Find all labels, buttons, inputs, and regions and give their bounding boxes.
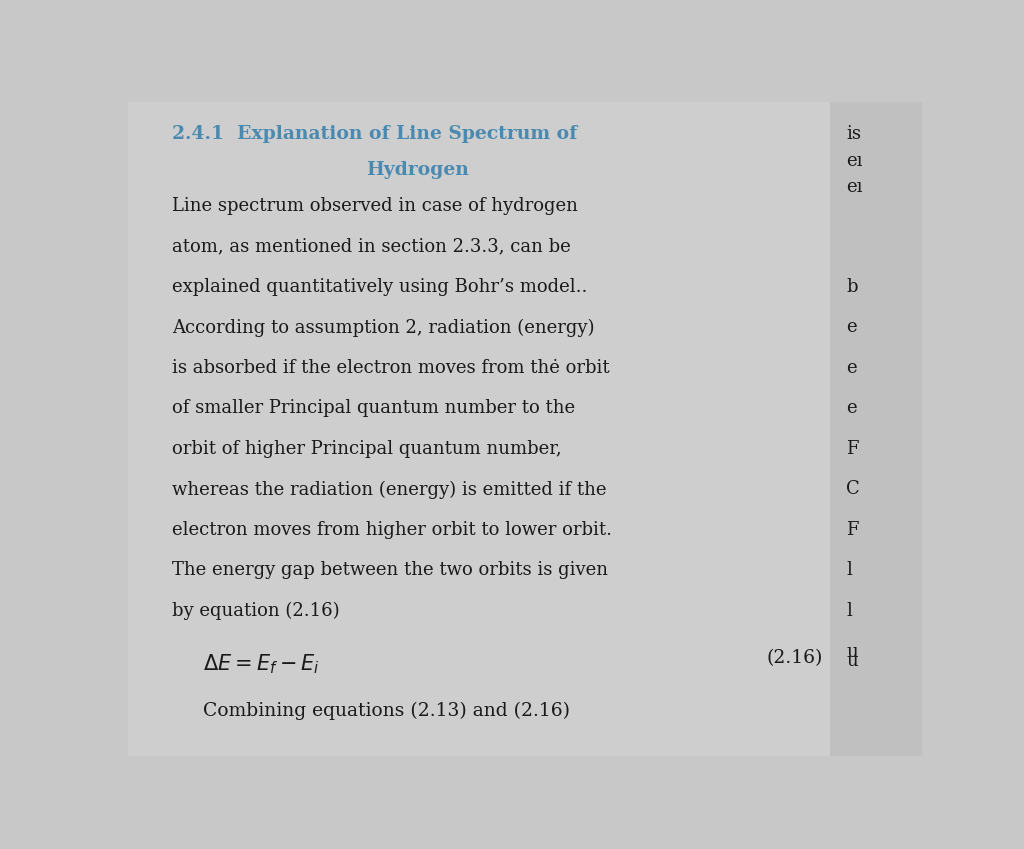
Text: eı: eı — [846, 178, 862, 196]
Text: is absorbed if the electron moves from thė orbit: is absorbed if the electron moves from t… — [172, 359, 609, 377]
Text: According to assumption 2, radiation (energy): According to assumption 2, radiation (en… — [172, 318, 594, 336]
Text: l: l — [846, 602, 852, 620]
Text: C: C — [846, 481, 860, 498]
Text: e: e — [846, 359, 857, 377]
Text: Hydrogen: Hydrogen — [367, 160, 469, 179]
Text: Line spectrum observed in case of hydrogen: Line spectrum observed in case of hydrog… — [172, 197, 578, 215]
Text: u: u — [846, 652, 858, 671]
FancyBboxPatch shape — [128, 102, 830, 756]
Text: by equation (2.16): by equation (2.16) — [172, 602, 339, 621]
Text: F: F — [846, 521, 859, 539]
Text: whereas the radiation (energy) is emitted if the: whereas the radiation (energy) is emitte… — [172, 481, 606, 498]
Text: electron moves from higher orbit to lower orbit.: electron moves from higher orbit to lowe… — [172, 521, 611, 539]
Text: u: u — [846, 643, 858, 661]
Text: orbit of higher Principal quantum number,: orbit of higher Principal quantum number… — [172, 440, 561, 458]
Text: eı: eı — [846, 152, 862, 170]
Text: atom, as mentioned in section 2.3.3, can be: atom, as mentioned in section 2.3.3, can… — [172, 237, 570, 256]
Text: $\Delta E = E_f - E_i$: $\Delta E = E_f - E_i$ — [204, 652, 321, 676]
Text: is: is — [846, 125, 861, 143]
Text: 2.4.1  Explanation of Line Spectrum of: 2.4.1 Explanation of Line Spectrum of — [172, 125, 577, 143]
Text: e: e — [846, 318, 857, 336]
Text: (2.16): (2.16) — [766, 649, 822, 667]
Text: l: l — [846, 561, 852, 580]
Text: e: e — [846, 399, 857, 418]
Text: b: b — [846, 278, 858, 295]
Text: F: F — [846, 440, 859, 458]
FancyBboxPatch shape — [830, 102, 922, 756]
Text: Combining equations (2.13) and (2.16): Combining equations (2.13) and (2.16) — [204, 701, 570, 720]
Text: of smaller Principal quantum number to the: of smaller Principal quantum number to t… — [172, 399, 574, 418]
Text: explained quantitatively using Bohr’s model..: explained quantitatively using Bohr’s mo… — [172, 278, 587, 295]
Text: The energy gap between the two orbits is given: The energy gap between the two orbits is… — [172, 561, 607, 580]
